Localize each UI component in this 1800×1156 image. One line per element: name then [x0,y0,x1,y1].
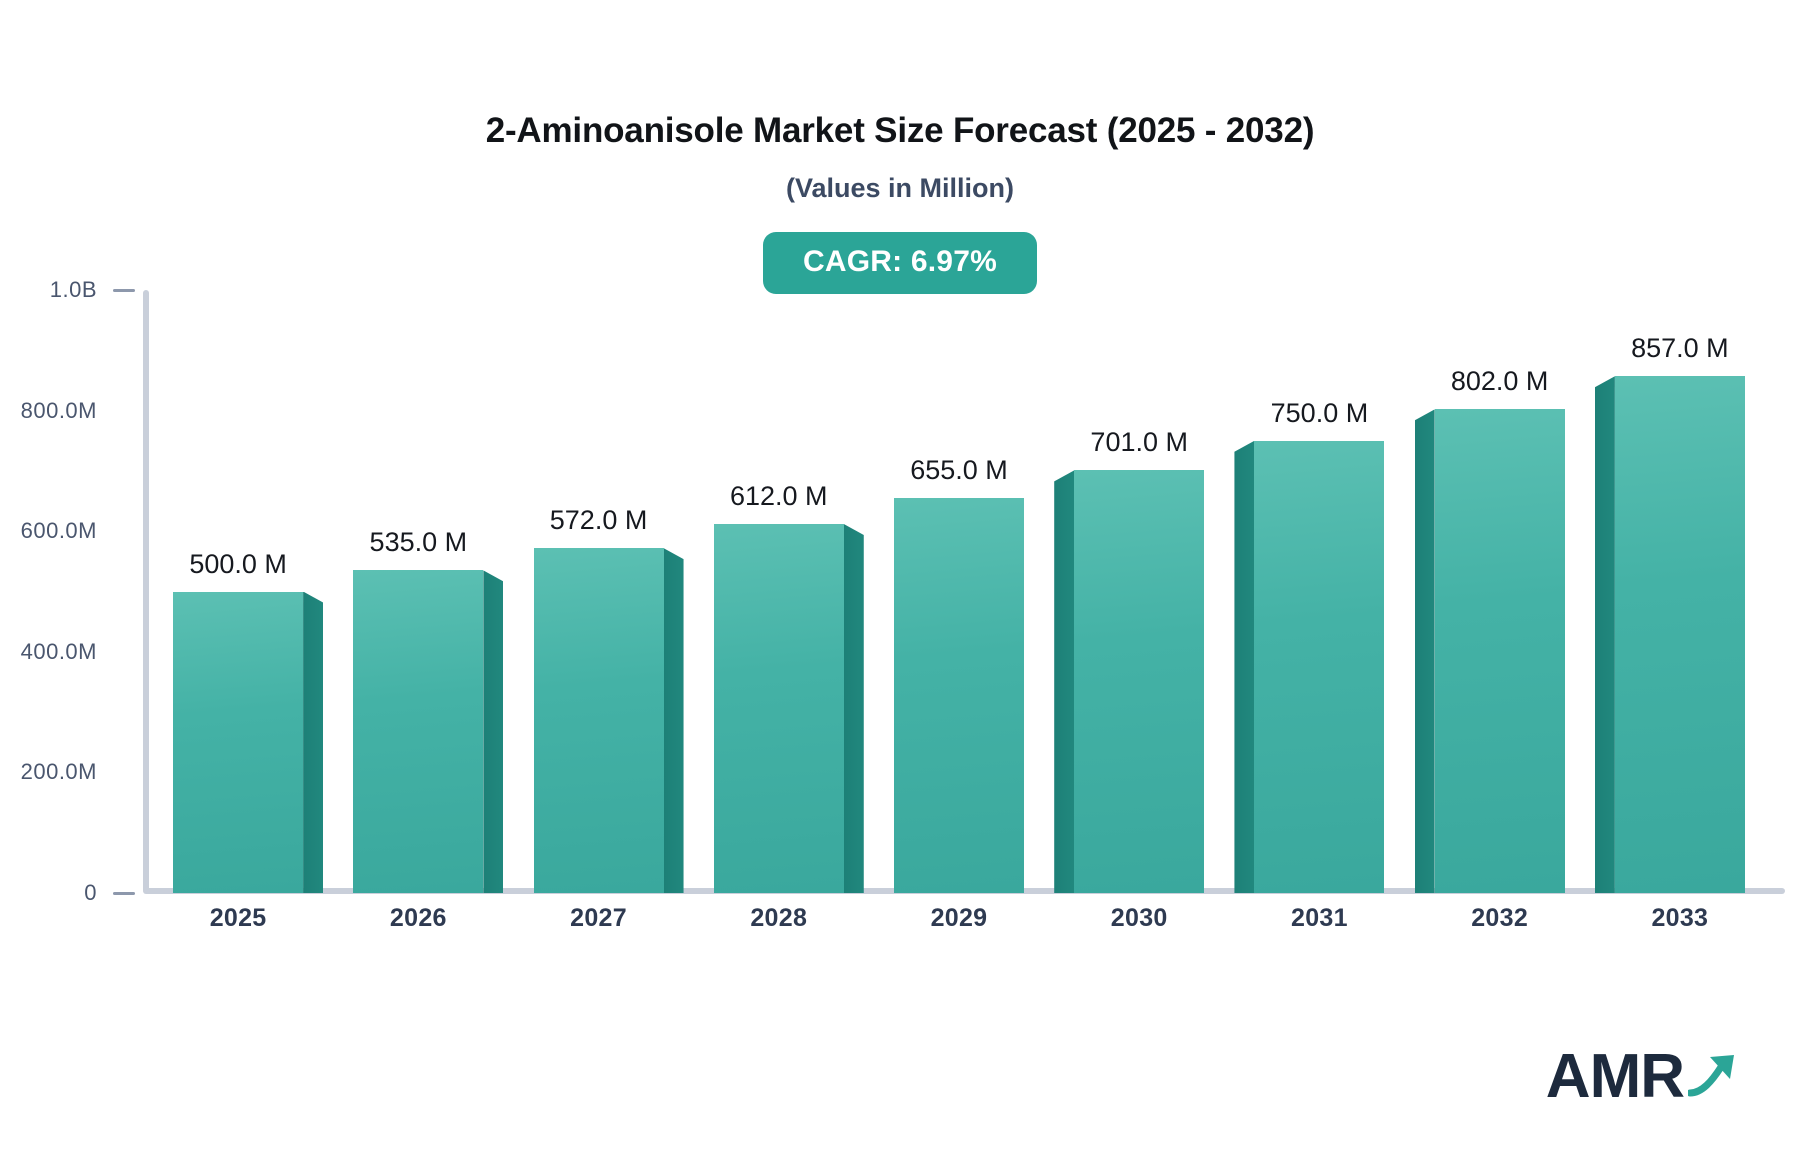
bar-side-panel [1594,376,1615,893]
x-axis-label-slot: 2027 [508,904,688,933]
bar-2025[interactable]: 500.0 M [173,549,324,893]
bar-value-label: 802.0 M [1450,366,1549,397]
y-axis-tick: 600.0M [21,518,135,544]
y-axis-tick-label: 800.0M [20,397,97,423]
bar-side-panel [843,523,864,893]
bar-slot: 572.0 M [508,290,688,893]
bar-side-panel [1414,409,1435,893]
bar-side-panel [1054,470,1075,893]
bar-slot: 857.0 M [1590,290,1770,893]
x-axis-label-slot: 2025 [148,904,328,933]
bar-side-panel [483,570,504,893]
bar-face[interactable]: 701.0 M [1054,427,1205,893]
x-axis-labels: 2025 2026 2027 2028 2029 2030 2031 2032 2033 [148,904,1770,933]
x-axis-label-2031: 2031 [1291,904,1348,932]
x-axis-label-2033: 2033 [1651,904,1709,932]
bar-slot: 701.0 M [1049,290,1229,893]
chart-subtitle: (Values in Million) [785,172,1015,203]
bar-value-label: 612.0 M [729,480,828,511]
x-axis-label-2027: 2027 [570,904,627,932]
amr-logo: AMR [1546,1046,1742,1108]
bar-value-label: 535.0 M [369,527,468,558]
x-axis-label-slot: 2028 [689,904,869,933]
y-axis-tick: 400.0M [21,639,135,665]
bar-slot: 655.0 M [869,290,1049,893]
bar-2029[interactable]: 655.0 M [893,455,1024,893]
x-axis-label-2032: 2032 [1471,904,1529,932]
x-axis-line [143,888,1785,894]
bar-2032[interactable]: 802.0 M [1414,366,1565,893]
bar-face[interactable]: 500.0 M [173,549,324,893]
bar-face[interactable]: 802.0 M [1414,366,1565,893]
bar-face[interactable]: 535.0 M [353,527,504,893]
bar-face[interactable]: 612.0 M [713,481,864,893]
bar-2030[interactable]: 701.0 M [1054,427,1205,893]
x-axis-label-slot: 2030 [1049,904,1229,933]
y-axis-tick-label: 600.0M [20,518,97,544]
bar-slot: 500.0 M [148,290,328,893]
bar-2028[interactable]: 612.0 M [713,481,864,893]
bar-slot: 750.0 M [1229,290,1409,893]
bar-side-panel [663,548,684,893]
bar-side-panel [303,591,324,893]
bar-2033[interactable]: 857.0 M [1594,333,1745,893]
bar-value-label: 500.0 M [189,548,287,579]
x-axis-label-2029: 2029 [930,904,988,932]
bar-value-label: 857.0 M [1631,333,1729,364]
bar-2031[interactable]: 750.0 M [1234,398,1385,893]
x-axis-label-2030: 2030 [1110,904,1168,932]
bar-face[interactable]: 750.0 M [1234,398,1385,893]
bar-2027[interactable]: 572.0 M [533,505,684,893]
x-axis-label-slot: 2031 [1229,904,1409,933]
growth-arrow-icon [1686,1051,1742,1102]
y-axis-tick-mark [113,891,135,895]
cagr-badge-container: CAGR: 6.97% [0,231,1800,294]
y-axis-tick: 200.0M [21,759,135,785]
bar-face[interactable]: 572.0 M [533,505,684,893]
bar-slot: 612.0 M [689,290,869,893]
y-axis-tick-label: 400.0M [20,638,97,664]
cagr-badge: CAGR: 6.97% [763,231,1037,294]
bar-2026[interactable]: 535.0 M [353,527,504,893]
x-axis-label-slot: 2033 [1590,904,1770,933]
bar-value-label: 701.0 M [1090,427,1188,458]
bar-slot: 802.0 M [1410,290,1590,893]
y-axis-tick-label: 0 [84,880,97,905]
bar-slot: 535.0 M [328,290,508,893]
bar-value-label: 655.0 M [910,455,1008,486]
chart-header: 2-Aminoanisole Market Size Forecast (202… [0,0,1800,294]
bar-value-label: 750.0 M [1270,397,1369,428]
bar-side-panel [1234,440,1255,893]
bar-face[interactable]: 857.0 M [1594,333,1745,893]
x-axis-label-2025: 2025 [209,904,267,932]
bar-face[interactable]: 655.0 M [893,455,1024,893]
logo-wordmark: AMR [1545,1042,1685,1111]
x-axis-label-2028: 2028 [750,904,808,932]
y-axis-tick: 800.0M [21,398,135,424]
y-axis-tick-label: 200.0M [20,759,97,785]
x-axis-label-slot: 2026 [328,904,508,933]
x-axis-label-2026: 2026 [389,904,447,932]
bar-value-label: 572.0 M [549,505,648,536]
x-axis-label-slot: 2032 [1410,904,1590,933]
y-axis-line [143,290,149,893]
page-title: 2-Aminoanisole Market Size Forecast (202… [485,111,1315,150]
y-axis-tick: 0 [84,880,135,906]
bar-series: 500.0 M 535.0 M 572.0 M 612.0 M 655.0 M 701.0… [148,290,1770,893]
x-axis-label-slot: 2029 [869,904,1049,933]
